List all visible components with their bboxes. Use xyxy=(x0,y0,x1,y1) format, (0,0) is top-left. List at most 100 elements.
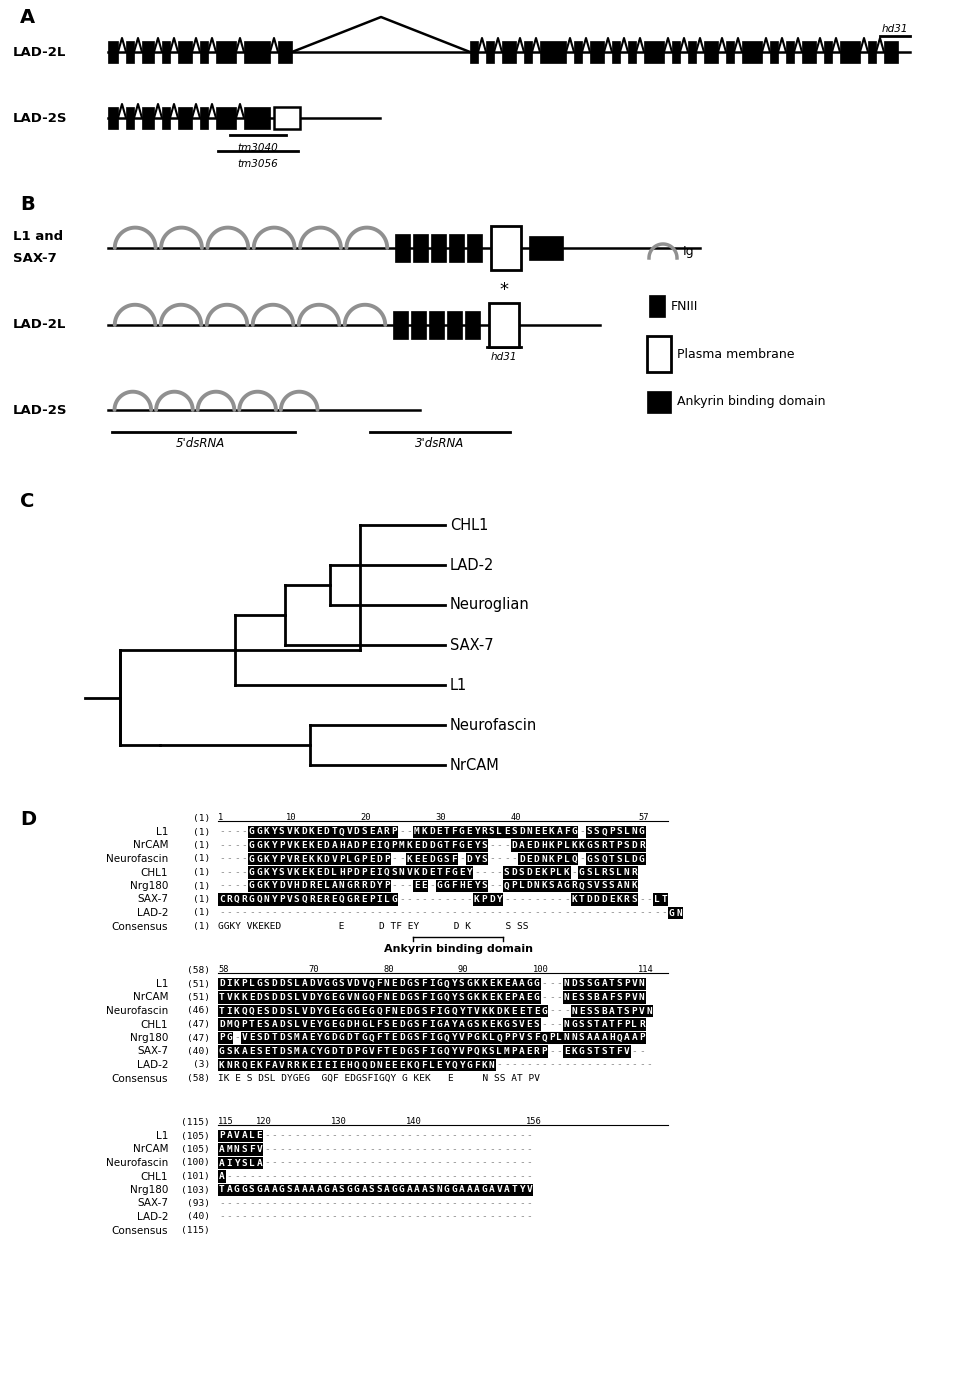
Text: 120: 120 xyxy=(255,1118,271,1127)
Text: -: - xyxy=(399,1213,405,1222)
Bar xyxy=(585,1018,593,1030)
Bar xyxy=(563,1032,571,1044)
Text: -: - xyxy=(421,895,427,905)
Text: -: - xyxy=(309,1145,315,1154)
Text: -: - xyxy=(616,909,622,917)
Bar xyxy=(585,839,593,852)
Bar xyxy=(353,826,360,838)
Text: P: P xyxy=(354,1047,359,1055)
Bar xyxy=(376,1058,383,1071)
Bar xyxy=(413,853,420,866)
Text: D: D xyxy=(301,828,307,836)
Text: A: A xyxy=(347,840,353,850)
Bar xyxy=(218,1046,225,1058)
Bar xyxy=(300,1046,308,1058)
Bar xyxy=(126,107,134,128)
Text: -: - xyxy=(451,1159,457,1167)
Text: S: S xyxy=(377,1185,383,1195)
Bar xyxy=(436,879,443,892)
Text: K: K xyxy=(579,840,584,850)
Text: -: - xyxy=(377,909,383,917)
Text: E: E xyxy=(369,854,375,864)
Text: S: S xyxy=(534,1020,540,1029)
Text: G: G xyxy=(579,1047,584,1055)
Text: E: E xyxy=(391,1020,397,1029)
Bar xyxy=(293,879,300,892)
Bar xyxy=(413,1184,420,1196)
Bar xyxy=(248,1157,255,1170)
Bar xyxy=(360,826,368,838)
Text: F: F xyxy=(421,993,427,1002)
Bar xyxy=(491,226,521,269)
Bar xyxy=(390,977,398,990)
Text: S: S xyxy=(616,828,622,836)
Text: -: - xyxy=(369,909,375,917)
Bar xyxy=(450,853,458,866)
Text: I: I xyxy=(377,895,383,905)
Bar xyxy=(255,826,263,838)
Bar xyxy=(368,893,376,906)
Text: G: G xyxy=(451,868,457,877)
Bar xyxy=(248,867,255,878)
Text: D: D xyxy=(331,1033,337,1043)
Bar xyxy=(390,1184,398,1196)
Bar xyxy=(413,977,420,990)
Text: G: G xyxy=(399,1185,405,1195)
Bar xyxy=(248,1005,255,1018)
Text: -: - xyxy=(234,1173,240,1181)
Bar xyxy=(533,867,541,878)
Bar xyxy=(360,1046,368,1058)
Text: S: S xyxy=(286,980,292,988)
Text: Y: Y xyxy=(474,840,480,850)
Text: V: V xyxy=(497,1185,502,1195)
Bar xyxy=(108,40,118,63)
Text: -: - xyxy=(347,1173,353,1181)
Text: -: - xyxy=(564,909,570,917)
Text: L: L xyxy=(556,868,562,877)
Text: -: - xyxy=(347,1132,353,1141)
Text: N: N xyxy=(534,881,540,891)
Text: Y: Y xyxy=(234,1159,240,1167)
Text: H: H xyxy=(339,868,345,877)
Text: -: - xyxy=(459,1213,465,1222)
Text: D: D xyxy=(407,1007,412,1015)
Text: Y: Y xyxy=(451,1047,457,1055)
Text: (1): (1) xyxy=(193,854,210,864)
Text: S: S xyxy=(286,993,292,1002)
Text: -: - xyxy=(309,1199,315,1208)
Text: K: K xyxy=(407,1061,412,1069)
Text: -: - xyxy=(354,1159,359,1167)
Bar xyxy=(270,1184,278,1196)
Bar xyxy=(316,893,323,906)
Text: -: - xyxy=(219,828,225,836)
Text: Y: Y xyxy=(443,1061,449,1069)
Text: (105): (105) xyxy=(182,1132,210,1141)
Text: Q: Q xyxy=(443,993,449,1002)
Text: -: - xyxy=(324,1173,329,1181)
Bar xyxy=(443,1018,450,1030)
Text: -: - xyxy=(451,1173,457,1181)
Bar xyxy=(443,1032,450,1044)
Bar xyxy=(649,295,665,317)
Text: T: T xyxy=(384,1047,389,1055)
Bar xyxy=(518,879,526,892)
Bar xyxy=(496,1046,503,1058)
Text: E: E xyxy=(369,828,375,836)
Text: -: - xyxy=(624,909,630,917)
Bar xyxy=(503,826,510,838)
Bar xyxy=(585,977,593,990)
Text: -: - xyxy=(511,909,517,917)
Bar xyxy=(270,977,278,990)
Text: D: D xyxy=(279,1033,285,1043)
Bar xyxy=(393,311,408,339)
Text: -: - xyxy=(271,1159,277,1167)
Bar xyxy=(278,1005,286,1018)
Text: E: E xyxy=(331,993,337,1002)
Text: T: T xyxy=(511,1185,517,1195)
Text: -: - xyxy=(437,1199,442,1208)
Text: -: - xyxy=(324,1199,329,1208)
Text: -: - xyxy=(526,909,532,917)
Text: hd31: hd31 xyxy=(491,352,517,362)
Bar xyxy=(368,879,376,892)
Bar xyxy=(406,1184,413,1196)
